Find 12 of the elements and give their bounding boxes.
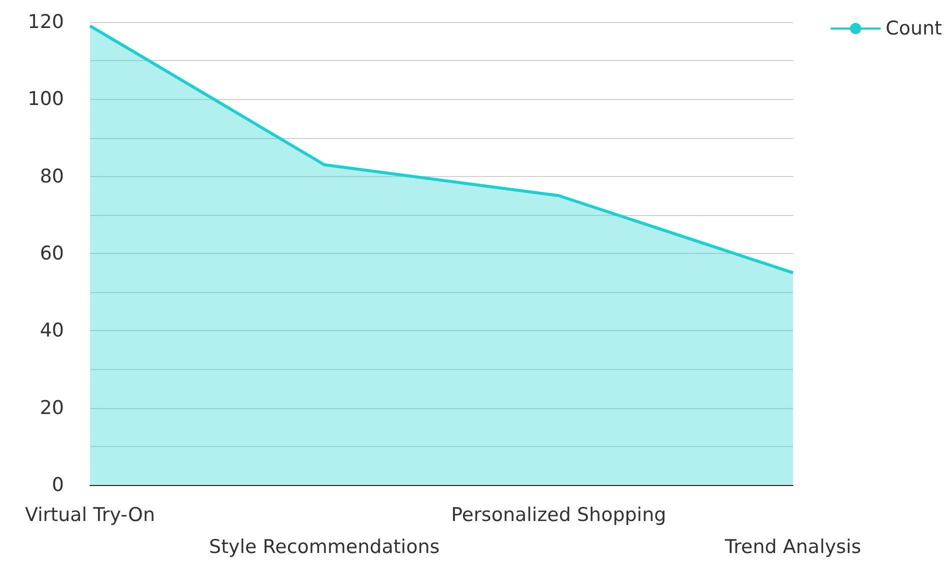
x-tick-label: Style Recommendations (209, 536, 440, 558)
x-tick-label: Virtual Try-On (24, 504, 156, 526)
legend-label: Count (886, 18, 942, 40)
y-tick-label: 20 (40, 396, 64, 419)
y-tick-label: 80 (40, 165, 64, 188)
y-tick-label: 40 (40, 320, 64, 342)
x-tick-label: Trend Analysis (724, 536, 862, 558)
y-tick-label: 60 (40, 242, 64, 264)
y-tick-label: 120 (28, 11, 64, 33)
x-tick-label: Personalized Shopping (451, 504, 666, 526)
y-tick-label: 100 (28, 88, 64, 110)
y-tick-label: 0 (52, 474, 64, 496)
